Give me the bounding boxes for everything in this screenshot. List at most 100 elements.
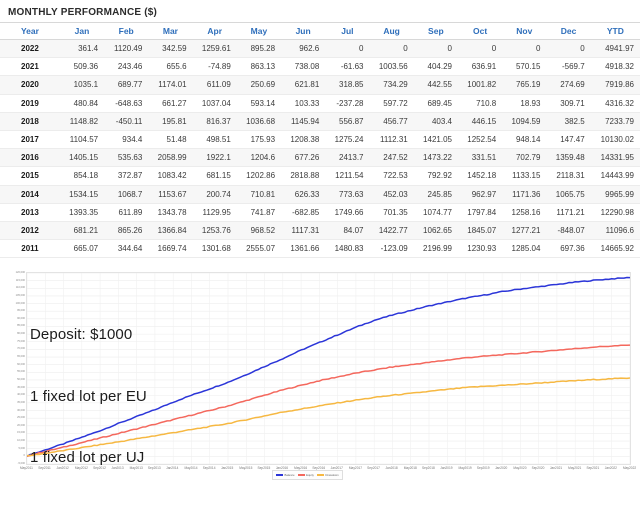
cell-feb: 611.89 bbox=[104, 203, 149, 222]
x-axis-tick-label: May2020 bbox=[513, 466, 527, 470]
cell-mar: 195.81 bbox=[148, 112, 193, 131]
cell-jun: 738.08 bbox=[281, 57, 326, 77]
cell-jul: 773.63 bbox=[325, 185, 370, 204]
y-axis-tick-label: 60,000 bbox=[17, 362, 25, 366]
table-row: 2011 665.07 344.64 1669.74 1301.68 2555.07 136… bbox=[0, 239, 640, 259]
cell-feb: 535.63 bbox=[104, 148, 149, 168]
x-axis-tick-label: Sep2020 bbox=[531, 466, 545, 470]
y-axis-tick-label: 40,000 bbox=[17, 393, 25, 397]
column-header-oct: Oct bbox=[457, 22, 503, 40]
cell-apr: 200.74 bbox=[192, 185, 237, 204]
y-axis-tick-label: 100,000 bbox=[15, 301, 25, 305]
cell-mar: 1083.42 bbox=[148, 166, 193, 186]
cell-ytd: 12290.98 bbox=[590, 203, 640, 222]
cell-jan: 509.36 bbox=[59, 57, 105, 77]
cell-year: 2016 bbox=[0, 148, 60, 168]
column-header-jun: Jun bbox=[281, 22, 326, 40]
cell-feb: 1120.49 bbox=[104, 39, 149, 59]
legend-swatch bbox=[316, 474, 324, 476]
x-axis-tick-label: Sep2012 bbox=[93, 466, 106, 470]
cell-jul: 1275.24 bbox=[325, 130, 370, 150]
y-axis-tick-label: 90,000 bbox=[17, 316, 25, 320]
table-row: 2021 509.36 243.46 655.6 -74.89 863.13 738.08-… bbox=[0, 57, 640, 77]
x-axis-tick-label: Jan2022 bbox=[604, 466, 617, 470]
cell-nov: 1094.59 bbox=[502, 112, 547, 131]
cell-sep: 1074.77 bbox=[413, 203, 458, 222]
cell-apr: 1259.61 bbox=[192, 39, 237, 59]
legend-item: Equity bbox=[297, 473, 314, 477]
cell-dec: -569.7 bbox=[546, 57, 591, 77]
cell-jun: 1208.38 bbox=[281, 130, 326, 150]
cell-feb: 372.87 bbox=[104, 166, 149, 186]
cell-oct: 1230.93 bbox=[457, 239, 503, 259]
y-axis-tick-label: 115,000 bbox=[15, 278, 25, 282]
chart-legend: Balance Equity Drawdown bbox=[272, 470, 343, 480]
x-axis-tick-label: Jan2020 bbox=[495, 466, 508, 470]
column-header-ytd: YTD bbox=[590, 22, 640, 40]
x-axis-tick-label: May2012 bbox=[74, 466, 88, 470]
cell-nov: 1133.15 bbox=[502, 166, 547, 186]
cell-oct: 446.15 bbox=[457, 112, 503, 131]
cell-dec: 1359.48 bbox=[546, 148, 591, 168]
cell-jun: 1361.66 bbox=[281, 239, 326, 259]
cell-may: 895.28 bbox=[236, 39, 282, 59]
cell-jan: 1393.35 bbox=[59, 203, 105, 222]
cell-nov: 570.15 bbox=[502, 57, 547, 77]
y-axis-tick-label: 95,000 bbox=[17, 309, 25, 313]
cell-jan: 854.18 bbox=[59, 166, 105, 186]
cell-aug: 0 bbox=[369, 39, 414, 59]
y-axis-tick-label: 10,000 bbox=[17, 439, 25, 443]
cell-jul: 1480.83 bbox=[325, 239, 370, 259]
cell-aug: 734.29 bbox=[369, 75, 414, 95]
cell-dec: 2118.31 bbox=[546, 166, 591, 186]
column-header-dec: Dec bbox=[546, 22, 591, 40]
cell-feb: -450.11 bbox=[104, 112, 149, 131]
cell-jun: 2818.88 bbox=[281, 166, 326, 186]
cell-dec: 0 bbox=[546, 39, 591, 59]
cell-oct: 962.97 bbox=[457, 185, 503, 204]
cell-aug: 1112.31 bbox=[369, 130, 414, 150]
cell-year: 2017 bbox=[0, 130, 60, 150]
legend-label: Drawdown bbox=[325, 473, 339, 477]
cell-apr: 681.15 bbox=[192, 166, 237, 186]
cell-oct: 636.91 bbox=[457, 57, 503, 77]
cell-year: 2022 bbox=[0, 39, 60, 59]
cell-dec: 697.36 bbox=[546, 239, 591, 259]
y-axis-tick-label: 110,000 bbox=[15, 286, 25, 290]
cell-jun: 962.6 bbox=[281, 39, 326, 59]
cell-feb: 344.64 bbox=[104, 239, 149, 259]
chart-series-line bbox=[27, 276, 630, 457]
y-axis-tick-label: 45,000 bbox=[17, 385, 25, 389]
y-axis-tick-label: 25,000 bbox=[17, 416, 25, 420]
cell-may: 863.13 bbox=[236, 57, 282, 77]
x-axis-tick-label: Sep2018 bbox=[422, 466, 435, 470]
cell-apr: 611.09 bbox=[192, 75, 237, 95]
table-row: 2013 1393.35 611.89 1343.78 1129.95 741.87 -68… bbox=[0, 203, 640, 222]
table-body: 2022 361.4 1120.49 342.59 1259.61 895.28 962.6… bbox=[0, 39, 640, 259]
cell-aug: 247.52 bbox=[369, 148, 414, 168]
chart-series-svg bbox=[27, 273, 630, 464]
cell-dec: 147.47 bbox=[546, 130, 591, 150]
cell-oct: 1252.54 bbox=[457, 130, 503, 150]
cell-year: 2018 bbox=[0, 112, 60, 131]
cell-nov: 0 bbox=[502, 39, 547, 59]
legend-label: Equity bbox=[306, 473, 314, 477]
legend-item: Drawdown bbox=[316, 473, 339, 477]
x-axis-tick-label: May2019 bbox=[458, 466, 472, 470]
cell-ytd: 14331.95 bbox=[590, 148, 640, 168]
cell-ytd: 7233.79 bbox=[590, 112, 640, 131]
y-axis-tick-label: 55,000 bbox=[17, 370, 25, 374]
x-axis-tick-label: Jan2013 bbox=[111, 466, 124, 470]
cell-apr: -74.89 bbox=[192, 57, 237, 77]
annotation-line-eu: 1 fixed lot per EU bbox=[30, 387, 147, 405]
x-axis-tick-label: May2013 bbox=[129, 466, 143, 470]
cell-may: 968.52 bbox=[236, 221, 282, 241]
cell-sep: 0 bbox=[413, 39, 458, 59]
cell-year: 2015 bbox=[0, 166, 60, 186]
cell-dec: 1171.21 bbox=[546, 203, 591, 222]
cell-jun: -682.85 bbox=[281, 203, 326, 222]
cell-jul: 1749.66 bbox=[325, 203, 370, 222]
cell-apr: 1922.1 bbox=[192, 148, 237, 168]
cell-jul: -237.28 bbox=[325, 94, 370, 113]
x-axis-tick-label: Sep2013 bbox=[147, 466, 161, 470]
